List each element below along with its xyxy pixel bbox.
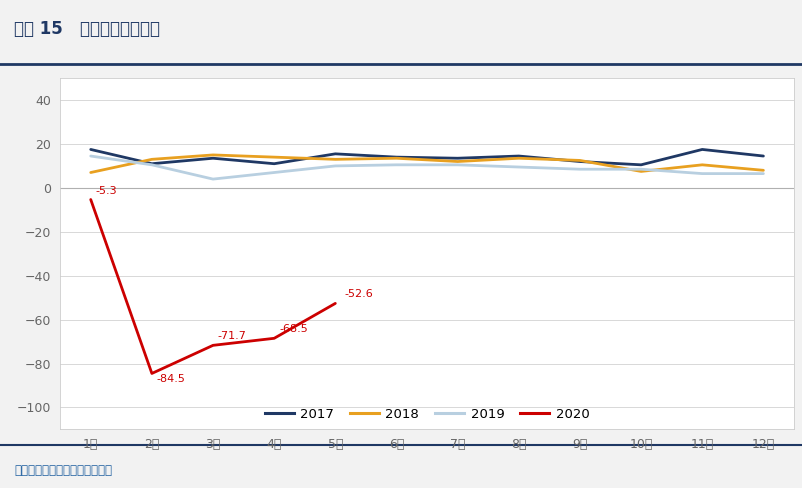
2018 — [147, 156, 156, 162]
Text: -84.5: -84.5 — [156, 374, 185, 385]
2019 — [575, 166, 585, 172]
2017 — [514, 153, 524, 159]
Line: 2019: 2019 — [91, 156, 764, 179]
2020 — [269, 335, 279, 341]
2020 — [86, 197, 95, 203]
2019 — [391, 162, 401, 168]
2019 — [698, 171, 707, 177]
2018 — [575, 158, 585, 163]
2017 — [330, 151, 340, 157]
Text: -52.6: -52.6 — [345, 289, 373, 299]
2020 — [330, 301, 340, 306]
Legend: 2017, 2018, 2019, 2020: 2017, 2018, 2019, 2020 — [259, 403, 595, 427]
2019 — [453, 162, 463, 168]
2017 — [391, 154, 401, 160]
Text: -68.5: -68.5 — [279, 324, 308, 334]
Text: -5.3: -5.3 — [95, 186, 117, 196]
Text: 资料来源：民航局、华创证券。: 资料来源：民航局、华创证券。 — [14, 465, 112, 477]
2018 — [636, 168, 646, 174]
2017 — [147, 161, 156, 166]
2017 — [636, 162, 646, 168]
2017 — [86, 146, 95, 152]
2018 — [269, 154, 279, 160]
2017 — [209, 155, 218, 161]
2019 — [209, 176, 218, 182]
2018 — [391, 155, 401, 161]
Text: -71.7: -71.7 — [218, 331, 247, 341]
2017 — [269, 161, 279, 166]
2017 — [759, 153, 768, 159]
2018 — [453, 159, 463, 164]
2019 — [759, 171, 768, 177]
2018 — [209, 152, 218, 158]
2019 — [514, 164, 524, 170]
2019 — [330, 163, 340, 169]
2017 — [453, 155, 463, 161]
2019 — [147, 162, 156, 168]
2019 — [269, 169, 279, 175]
2020 — [147, 370, 156, 376]
2019 — [636, 166, 646, 172]
2018 — [86, 169, 95, 175]
Line: 2020: 2020 — [91, 200, 335, 373]
2017 — [698, 146, 707, 152]
2018 — [514, 155, 524, 161]
Line: 2017: 2017 — [91, 149, 764, 165]
2018 — [698, 162, 707, 168]
2018 — [330, 156, 340, 162]
2019 — [86, 153, 95, 159]
2020 — [209, 343, 218, 348]
Text: 图表 15   行业旅客人数同比: 图表 15 行业旅客人数同比 — [14, 20, 160, 38]
Line: 2018: 2018 — [91, 155, 764, 172]
2018 — [759, 167, 768, 173]
2017 — [575, 159, 585, 164]
